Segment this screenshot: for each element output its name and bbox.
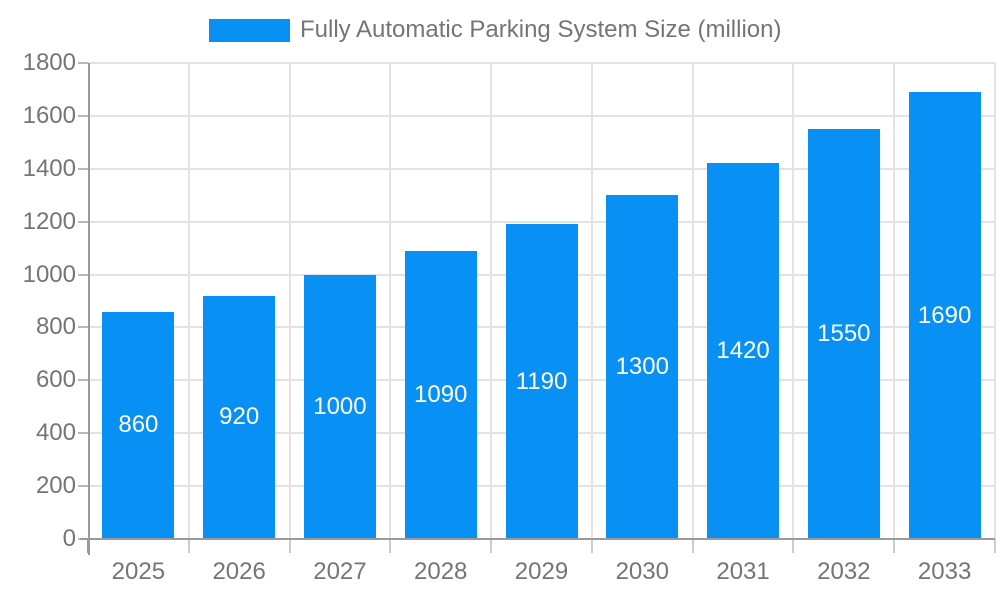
y-axis-tick [78, 379, 88, 382]
bar-2027 [303, 274, 376, 539]
bar-value-label: 1690 [917, 301, 972, 329]
y-axis-tick-label: 0 [62, 525, 76, 552]
legend-label: Fully Automatic Parking System Size (mil… [300, 16, 782, 43]
x-axis-label-2027: 2027 [313, 558, 367, 585]
y-axis-tick [78, 220, 88, 223]
x-gridline [590, 63, 593, 539]
x-axis-tick [288, 539, 291, 553]
y-axis-tick-label: 1400 [22, 154, 76, 182]
bar-2028 [404, 250, 477, 539]
x-axis-label-2032: 2032 [817, 558, 871, 585]
y-axis-tick [78, 62, 88, 64]
x-axis-tick [490, 539, 493, 553]
bar-2031 [707, 163, 780, 539]
y-axis-tick [78, 485, 88, 488]
bar-value-label: 1090 [414, 380, 468, 408]
bar-2030 [606, 195, 679, 539]
y-gridline [88, 62, 995, 64]
bar-2026 [203, 295, 276, 539]
bar-value-label: 860 [118, 411, 159, 439]
y-gridline [88, 220, 995, 223]
bar-2029 [505, 224, 578, 539]
x-axis-line [80, 538, 995, 540]
y-axis-tick [78, 114, 88, 117]
y-axis-tick-label: 600 [35, 366, 76, 394]
x-axis-label-2033: 2033 [917, 558, 972, 585]
x-gridline [490, 63, 493, 539]
bar-2033 [908, 92, 981, 539]
y-axis-tick-label: 1800 [22, 49, 76, 76]
x-gridline [792, 63, 795, 539]
y-axis-tick-label: 1600 [22, 101, 76, 129]
y-axis-tick [78, 432, 88, 435]
x-gridline [288, 63, 291, 539]
x-axis-label-2028: 2028 [414, 558, 468, 585]
y-axis-tick [78, 273, 88, 276]
bar-2032 [807, 129, 880, 539]
x-axis-tick [691, 539, 694, 553]
x-axis-tick [389, 539, 392, 553]
x-axis-label-2031: 2031 [716, 558, 770, 585]
legend-item[interactable]: Fully Automatic Parking System Size (mil… [209, 13, 781, 47]
y-axis-tick-label: 200 [35, 472, 76, 500]
y-axis-tick [78, 167, 88, 170]
x-axis-tick [187, 539, 190, 553]
y-axis-tick-label: 1200 [22, 207, 76, 235]
x-gridline [893, 63, 896, 539]
x-gridline [691, 63, 694, 539]
bar-value-label: 1300 [615, 353, 669, 381]
legend-swatch [209, 18, 290, 42]
x-axis-tick [792, 539, 795, 553]
x-axis-tick [893, 539, 896, 553]
x-gridline [187, 63, 190, 539]
x-axis-tick [590, 539, 593, 553]
x-axis-label-2029: 2029 [514, 558, 569, 585]
y-gridline [88, 167, 995, 170]
x-axis-label-2025: 2025 [111, 558, 166, 585]
y-axis-tick-label: 1000 [22, 260, 76, 288]
y-axis-tick [78, 326, 88, 329]
bar-value-label: 1420 [716, 337, 770, 365]
bar-value-label: 1000 [313, 392, 367, 420]
y-axis-tick-label: 400 [35, 419, 76, 447]
x-axis-label-2030: 2030 [615, 558, 669, 585]
x-gridline [389, 63, 392, 539]
y-gridline [88, 114, 995, 117]
x-gridline [994, 63, 996, 539]
x-axis-label-2026: 2026 [212, 558, 266, 585]
y-axis-tick-label: 800 [35, 313, 76, 341]
bar-2025 [102, 311, 175, 539]
bar-value-label: 1190 [515, 367, 568, 395]
y-axis-line [88, 63, 90, 555]
x-axis-tick [994, 539, 996, 553]
bar-value-label: 1550 [817, 320, 871, 348]
bar-value-label: 920 [219, 403, 260, 431]
